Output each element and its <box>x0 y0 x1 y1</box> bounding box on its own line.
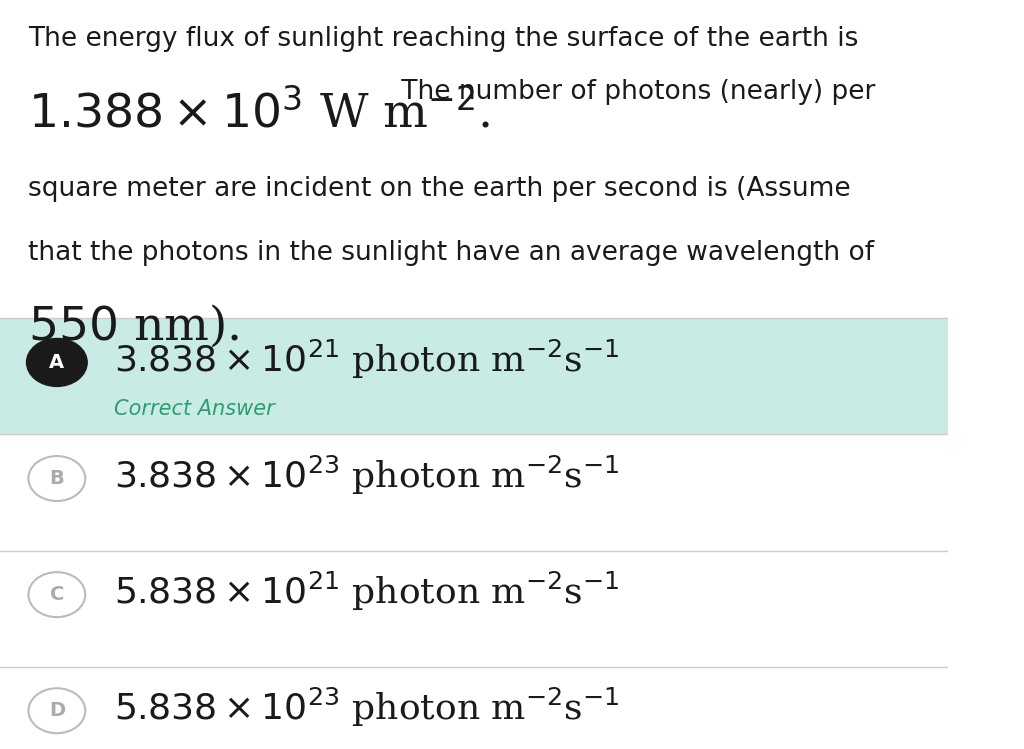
Text: $1.388 \times 10^3$ W m$^{-2}$.: $1.388 \times 10^3$ W m$^{-2}$. <box>29 90 492 137</box>
Circle shape <box>27 339 87 386</box>
Text: $5.838 \times 10^{21}$ photon m$^{-2}$s$^{-1}$: $5.838 \times 10^{21}$ photon m$^{-2}$s$… <box>114 569 620 613</box>
Text: The number of photons (nearly) per: The number of photons (nearly) per <box>393 79 876 105</box>
Text: $5.838 \times 10^{23}$ photon m$^{-2}$s$^{-1}$: $5.838 \times 10^{23}$ photon m$^{-2}$s$… <box>114 685 620 729</box>
Text: D: D <box>49 701 65 721</box>
Text: C: C <box>50 585 65 604</box>
Text: $550$ nm).: $550$ nm). <box>29 303 240 350</box>
FancyBboxPatch shape <box>0 318 947 434</box>
Text: A: A <box>49 353 65 372</box>
Text: The energy flux of sunlight reaching the surface of the earth is: The energy flux of sunlight reaching the… <box>29 26 859 52</box>
Text: $3.838 \times 10^{23}$ photon m$^{-2}$s$^{-1}$: $3.838 \times 10^{23}$ photon m$^{-2}$s$… <box>114 453 620 497</box>
Text: that the photons in the sunlight have an average wavelength of: that the photons in the sunlight have an… <box>29 240 874 266</box>
Text: square meter are incident on the earth per second is (Assume: square meter are incident on the earth p… <box>29 176 851 202</box>
Text: Correct Answer: Correct Answer <box>114 399 274 419</box>
Text: B: B <box>49 469 65 488</box>
Text: $3.838 \times 10^{21}$ photon m$^{-2}$s$^{-1}$: $3.838 \times 10^{21}$ photon m$^{-2}$s$… <box>114 337 620 380</box>
